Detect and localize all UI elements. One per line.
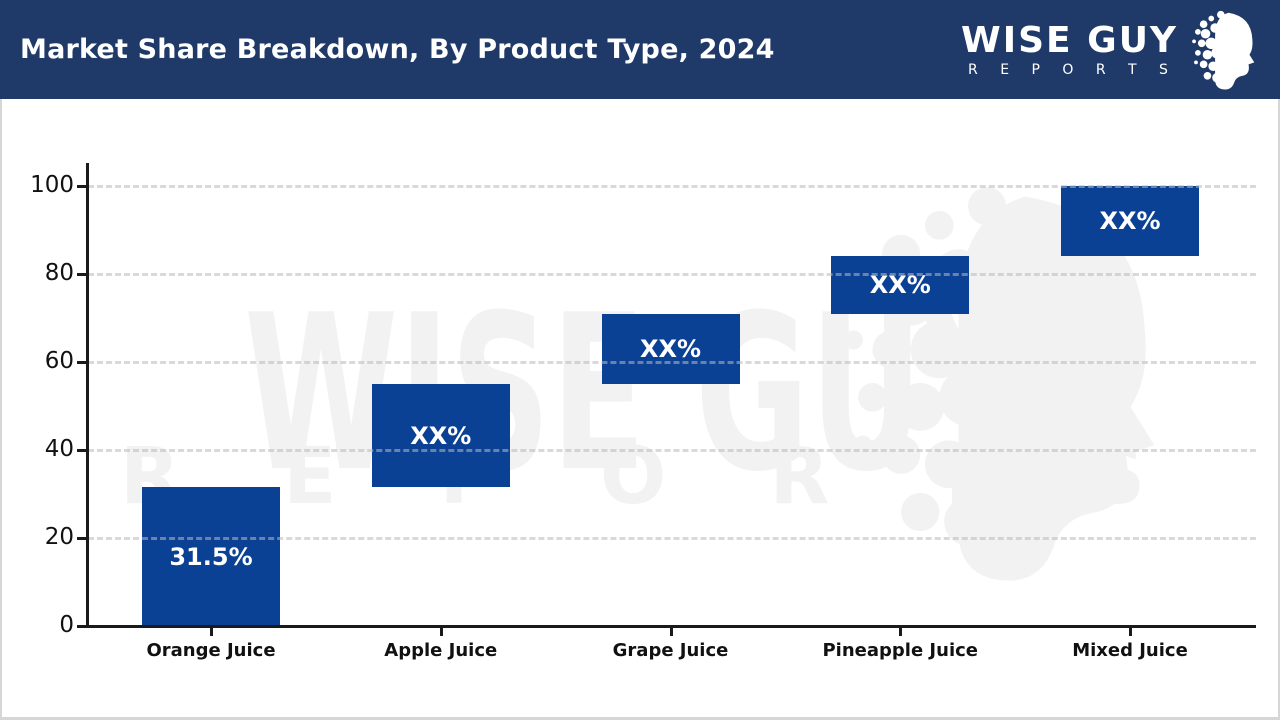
- y-axis-line: [86, 163, 89, 628]
- bar-value-label: XX%: [1099, 207, 1161, 236]
- gridline: [88, 449, 1256, 452]
- category-label: Mixed Juice: [1072, 640, 1188, 661]
- category-label: Apple Juice: [384, 640, 498, 661]
- y-tick: [77, 273, 86, 276]
- wiseguy-face-icon: [1192, 10, 1255, 90]
- gridline: [88, 273, 1256, 276]
- wiseguy-logo-text: WISE GUY R E P O R T S: [960, 19, 1178, 78]
- y-tick: [77, 625, 86, 628]
- category-label: Grape Juice: [612, 640, 729, 661]
- y-tick: [77, 361, 86, 364]
- category-label: Orange Juice: [146, 640, 276, 661]
- gridline: [88, 537, 1256, 540]
- x-tick: [439, 627, 443, 636]
- x-tick: [210, 627, 213, 636]
- y-tick: [77, 537, 86, 540]
- logo-name: WISE GUY: [960, 19, 1178, 61]
- y-tick-label: 80: [44, 260, 74, 286]
- bar-value-label: 31.5%: [169, 542, 253, 571]
- y-tick: [77, 449, 86, 452]
- y-tick-label: 0: [59, 612, 74, 638]
- x-axis-line: [86, 625, 1256, 628]
- bar-value-label: XX%: [639, 334, 702, 363]
- gridline: [88, 361, 1256, 364]
- y-tick-label: 100: [30, 172, 74, 198]
- logo-subtitle: R E P O R T S: [968, 61, 1177, 78]
- gridline: [88, 185, 1256, 188]
- x-tick: [1129, 627, 1132, 636]
- bar-apple-juice: XX%: [371, 384, 510, 488]
- y-tick-label: 40: [44, 436, 74, 462]
- bar-value-label: XX%: [410, 421, 472, 450]
- y-tick: [77, 185, 86, 188]
- x-tick: [899, 627, 903, 636]
- y-tick-label: 60: [44, 348, 74, 374]
- x-tick: [669, 627, 673, 636]
- bar-mixed-juice: XX%: [1061, 186, 1199, 257]
- y-tick-label: 20: [44, 524, 74, 550]
- bar-grape-juice: XX%: [601, 313, 740, 384]
- bar-orange-juice: 31.5%: [142, 487, 280, 626]
- header-bar: Market Share Breakdown, By Product Type,…: [0, 0, 1280, 99]
- page-title: Market Share Breakdown, By Product Type,…: [20, 34, 775, 65]
- category-label: Pineapple Juice: [822, 640, 978, 661]
- wiseguy-logo: WISE GUY R E P O R T S: [961, 7, 1256, 93]
- bar-pineapple-juice: XX%: [831, 256, 970, 314]
